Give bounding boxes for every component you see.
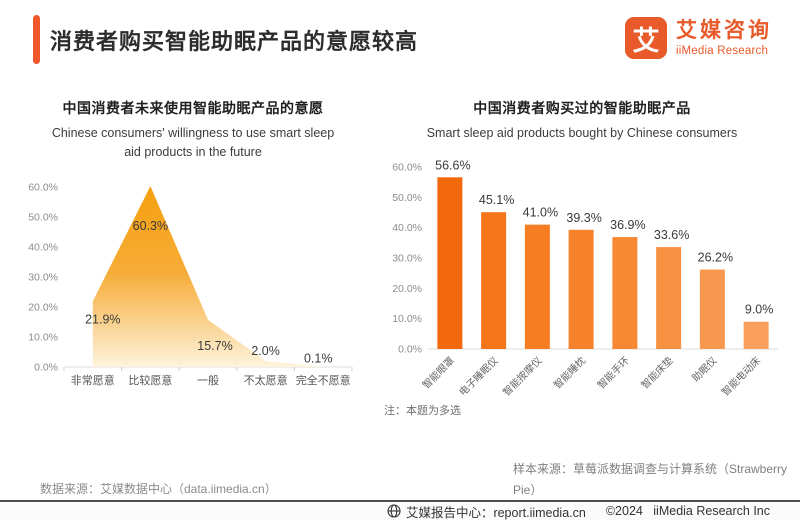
svg-text:智能手环: 智能手环 (595, 354, 632, 391)
svg-text:30.0%: 30.0% (28, 271, 58, 283)
svg-text:智能电动床: 智能电动床 (719, 354, 764, 399)
svg-text:50.0%: 50.0% (392, 192, 422, 204)
products-panel: 中国消费者购买过的智能助眠产品 Smart sleep aid products… (382, 98, 782, 418)
products-bar-chart: 0.0% 10.0% 20.0% 30.0% 40.0% 50.0% 60.0% 56.6% 智… (382, 149, 782, 416)
multi-select-note: 注：本题为多选 (384, 405, 461, 418)
svg-text:不太愿意: 不太愿意 (244, 373, 288, 387)
svg-text:助眠仪: 助眠仪 (689, 354, 719, 384)
sample-source-note: 样本来源：草莓派数据调查与计算系统（Strawberry Pie） (513, 462, 788, 497)
svg-text:26.2%: 26.2% (698, 251, 733, 265)
svg-text:智能睡枕: 智能睡枕 (551, 354, 588, 391)
svg-text:50.0%: 50.0% (28, 211, 58, 223)
svg-text:智能按摩仪: 智能按摩仪 (500, 354, 545, 399)
svg-text:非常愿意: 非常愿意 (71, 373, 115, 387)
willingness-area-chart: 0.0% 10.0% 20.0% 30.0% 40.0% 50.0% 60.0% 21.9% 6… (18, 169, 368, 408)
brand-logo: 艾 艾媒咨询 iiMedia Research (625, 17, 772, 59)
svg-text:60.0%: 60.0% (28, 181, 58, 193)
svg-text:21.9%: 21.9% (85, 312, 120, 326)
svg-text:20.0%: 20.0% (392, 283, 422, 295)
footer-bar: 艾媒报告中心：report.iimedia.cn ©2024 iiMedia R… (0, 500, 800, 520)
svg-text:一般: 一般 (197, 374, 219, 387)
willingness-title-cn: 中国消费者未来使用智能助眠产品的意愿 (62, 100, 324, 116)
brand-name-cn: 艾媒咨询 (676, 19, 772, 43)
svg-text:36.9%: 36.9% (610, 218, 645, 232)
willingness-title-en: Chinese consumers' willingness to use sm… (51, 126, 335, 160)
svg-text:15.7%: 15.7% (197, 339, 232, 353)
products-title-cn: 中国消费者购买过的智能助眠产品 (473, 100, 691, 116)
logo-text: 艾媒咨询 iiMedia Research (676, 19, 772, 56)
svg-text:60.0%: 60.0% (392, 162, 422, 174)
report-center-text: 艾媒报告中心：report.iimedia.cn (405, 505, 586, 520)
data-source-note: 数据来源：艾媒数据中心（data.iimedia.cn） (40, 482, 277, 496)
svg-text:33.6%: 33.6% (654, 228, 689, 242)
report-center: 艾媒报告中心：report.iimedia.cn (387, 502, 586, 520)
brand-name-en: iiMedia Research (676, 44, 769, 57)
svg-text:智能眼罩: 智能眼罩 (420, 354, 457, 391)
svg-text:40.0%: 40.0% (28, 241, 58, 253)
globe-icon (387, 504, 401, 518)
svg-text:2.0%: 2.0% (251, 344, 280, 358)
logo-mark-icon: 艾 (625, 17, 667, 59)
svg-text:完全不愿意: 完全不愿意 (296, 373, 351, 387)
svg-text:60.3%: 60.3% (133, 219, 168, 233)
svg-text:10.0%: 10.0% (392, 314, 422, 326)
products-title-en: Smart sleep aid products bought by Chine… (426, 126, 738, 140)
svg-text:9.0%: 9.0% (745, 303, 774, 317)
svg-text:0.0%: 0.0% (398, 344, 422, 356)
willingness-panel: 中国消费者未来使用智能助眠产品的意愿 Chinese consumers' wi… (18, 98, 368, 408)
svg-text:20.0%: 20.0% (28, 301, 58, 313)
svg-text:0.0%: 0.0% (34, 361, 58, 373)
page-title: 消费者购买智能助眠产品的意愿较高 (50, 29, 419, 54)
svg-text:智能床垫: 智能床垫 (638, 354, 675, 391)
svg-text:39.3%: 39.3% (566, 211, 601, 225)
svg-text:30.0%: 30.0% (392, 253, 422, 265)
title-accent-bar (33, 15, 40, 64)
svg-text:56.6%: 56.6% (435, 159, 470, 173)
svg-text:45.1%: 45.1% (479, 194, 514, 208)
svg-text:10.0%: 10.0% (28, 331, 58, 343)
svg-text:0.1%: 0.1% (304, 351, 333, 365)
copyright-text: ©2024 iiMedia Research Inc (605, 504, 770, 518)
svg-text:比较愿意: 比较愿意 (128, 373, 172, 387)
svg-text:41.0%: 41.0% (523, 206, 558, 220)
svg-text:40.0%: 40.0% (392, 223, 422, 235)
svg-text:电子睡眠仪: 电子睡眠仪 (456, 354, 501, 399)
